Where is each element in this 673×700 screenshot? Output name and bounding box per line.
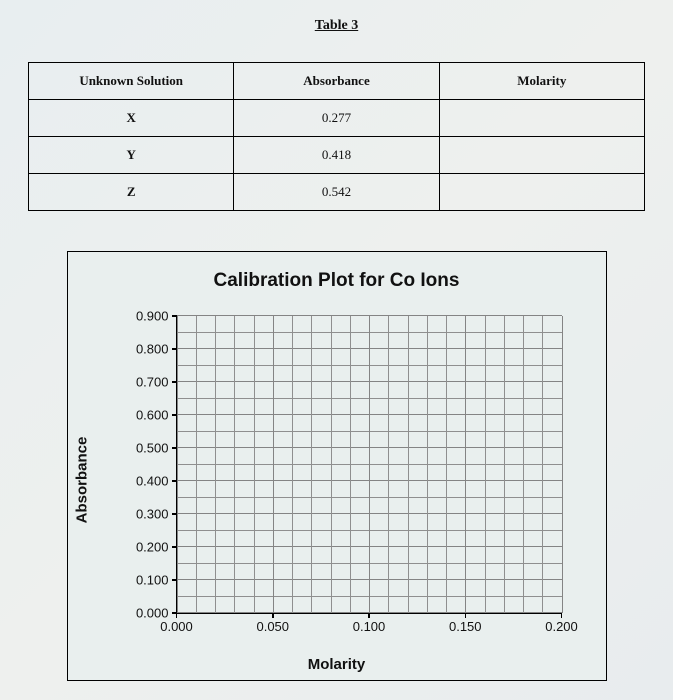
gridline-v-major [177,316,178,613]
gridline-v-minor [542,316,543,613]
plot-area: 0.0000.1000.2000.3000.4000.5000.6000.700… [176,316,562,614]
gridline-v-minor [388,316,389,613]
chart-body: Absorbance 0.0000.1000.2000.3000.4000.50… [86,310,588,650]
x-tick-label: 0.150 [449,613,482,634]
table-row: Y 0.418 [29,137,645,174]
chart-panel: Calibration Plot for Co Ions Absorbance … [67,251,607,681]
gridline-v-major [369,316,370,613]
table-row: Z 0.542 [29,174,645,211]
document-title: Table 3 [28,18,645,34]
table-header: Absorbance [234,63,439,100]
table-cell-absorbance: 0.277 [234,100,439,137]
gridline-v-minor [292,316,293,613]
gridline-v-major [465,316,466,613]
gridline-v-minor [485,316,486,613]
y-tick-label: 0.300 [136,507,177,522]
table-cell-molarity [439,100,644,137]
gridline-v-minor [311,316,312,613]
y-tick-label: 0.600 [136,408,177,423]
x-tick-label: 0.200 [545,613,578,634]
table-header: Molarity [439,63,644,100]
table-header-row: Unknown Solution Absorbance Molarity [29,63,645,100]
x-axis-label: Molarity [86,656,588,673]
gridline-v-minor [408,316,409,613]
y-tick-label: 0.500 [136,441,177,456]
table-header: Unknown Solution [29,63,234,100]
x-tick-label: 0.000 [160,613,193,634]
y-tick-label: 0.800 [136,342,177,357]
gridline-v-minor [234,316,235,613]
data-table: Unknown Solution Absorbance Molarity X 0… [28,62,645,211]
gridline-v-minor [446,316,447,613]
gridline-v-minor [350,316,351,613]
x-tick-label: 0.050 [256,613,289,634]
gridline-v-minor [427,316,428,613]
y-tick-label: 0.400 [136,474,177,489]
gridline-v-minor [196,316,197,613]
gridline-v-minor [254,316,255,613]
table-cell-absorbance: 0.542 [234,174,439,211]
x-tick-label: 0.100 [353,613,386,634]
table-cell-solution: X [29,100,234,137]
gridline-v-minor [523,316,524,613]
y-tick-label: 0.200 [136,540,177,555]
page: Table 3 Unknown Solution Absorbance Mola… [0,0,673,700]
table-cell-molarity [439,137,644,174]
gridline-v-minor [331,316,332,613]
y-tick-label: 0.700 [136,375,177,390]
table-cell-solution: Z [29,174,234,211]
y-axis-label: Absorbance [73,437,90,524]
gridline-v-major [273,316,274,613]
gridline-v-major [562,316,563,613]
y-tick-label: 0.900 [136,309,177,324]
table-cell-absorbance: 0.418 [234,137,439,174]
plot-area-wrap: 0.0000.1000.2000.3000.4000.5000.6000.700… [176,316,562,614]
chart-title: Calibration Plot for Co Ions [86,270,588,292]
table-cell-molarity [439,174,644,211]
gridline-v-minor [504,316,505,613]
gridline-v-minor [215,316,216,613]
table-cell-solution: Y [29,137,234,174]
y-tick-label: 0.100 [136,573,177,588]
table-row: X 0.277 [29,100,645,137]
